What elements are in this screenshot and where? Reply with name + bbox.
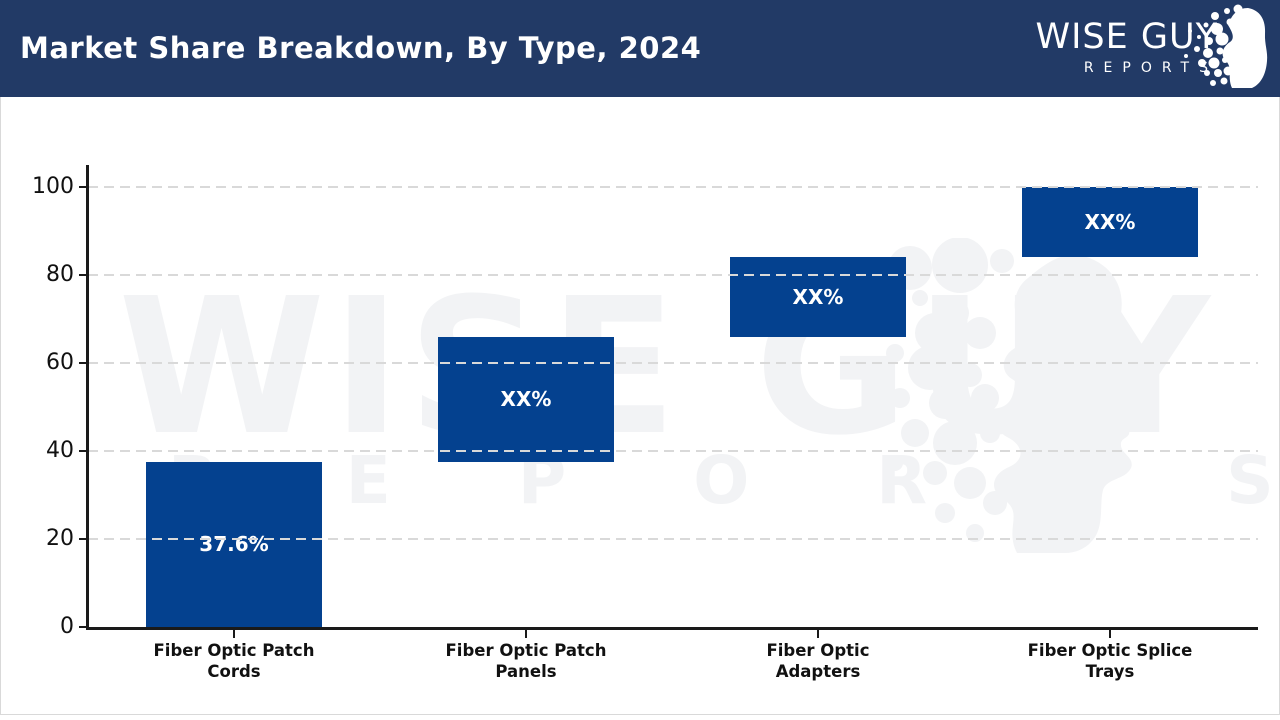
y-axis-tick-label: 40 xyxy=(46,438,74,463)
x-axis-tick xyxy=(817,629,819,638)
gridline xyxy=(88,450,1258,452)
y-axis-tick xyxy=(79,186,88,188)
bar-segment: XX% xyxy=(730,257,906,338)
header-band: Market Share Breakdown, By Type, 2024 WI… xyxy=(0,0,1280,97)
frame-left-border xyxy=(0,97,1,715)
y-axis-tick xyxy=(79,362,88,364)
x-axis-category-label: Fiber Optic Patch Panels xyxy=(376,640,676,682)
frame-bottom-border xyxy=(0,714,1280,715)
y-axis-tick xyxy=(79,538,88,540)
x-axis-category-label-line: Fiber Optic Patch xyxy=(445,641,607,660)
y-axis-tick-label: 100 xyxy=(32,174,74,199)
bar-segment: 37.6% xyxy=(146,461,322,627)
x-axis-tick xyxy=(525,629,527,638)
y-axis-tick-label: 80 xyxy=(46,262,74,287)
x-axis-category-label: Fiber Optic Patch Cords xyxy=(84,640,384,682)
y-axis-tick-label: 20 xyxy=(46,526,74,551)
x-axis-category-label: Fiber Optic Adapters xyxy=(668,640,968,682)
x-axis-category-label-line: Fiber Optic Splice xyxy=(1027,641,1193,660)
y-axis-tick xyxy=(79,450,88,452)
y-axis-tick-label: 60 xyxy=(46,350,74,375)
x-axis-tick xyxy=(1109,629,1111,638)
bar-segment: XX% xyxy=(1022,187,1198,258)
x-axis-category-label-line: Trays xyxy=(1085,662,1135,681)
bar-value-label: XX% xyxy=(1084,210,1136,235)
watermark-head-profile-icon xyxy=(873,238,1150,554)
brand-logo: WISE GUY REPORTS xyxy=(1020,4,1270,94)
y-axis-tick xyxy=(79,274,88,276)
gridline xyxy=(88,186,1258,188)
x-axis-line xyxy=(86,627,1258,630)
dotted-head-profile-icon xyxy=(1184,4,1268,88)
bar-value-label: 37.6% xyxy=(199,532,269,557)
bar-value-label: XX% xyxy=(792,285,844,310)
page-title: Market Share Breakdown, By Type, 2024 xyxy=(20,31,702,65)
y-axis-line xyxy=(86,165,89,629)
x-axis-tick xyxy=(233,629,235,638)
x-axis-category-label-line: Cords xyxy=(207,662,261,681)
bar-value-label: XX% xyxy=(500,387,552,412)
x-axis-category-label-line: Fiber Optic xyxy=(766,641,870,660)
brand-subname: REPORTS xyxy=(1083,60,1218,76)
gridline xyxy=(88,538,1258,540)
brand-logo-text: WISE GUY REPORTS xyxy=(1020,18,1218,78)
brand-name: WISE GUY xyxy=(1035,17,1218,57)
gridline xyxy=(88,362,1258,364)
x-axis-category-label-line: Fiber Optic Patch xyxy=(153,641,315,660)
x-axis-category-label-line: Panels xyxy=(495,662,557,681)
bar-segment: XX% xyxy=(438,337,614,462)
x-axis-category-label: Fiber Optic Splice Trays xyxy=(960,640,1260,682)
y-axis-tick-label: 0 xyxy=(60,614,74,639)
x-axis-category-label-line: Adapters xyxy=(775,662,861,681)
y-axis-tick xyxy=(79,626,88,628)
gridline xyxy=(88,274,1258,276)
